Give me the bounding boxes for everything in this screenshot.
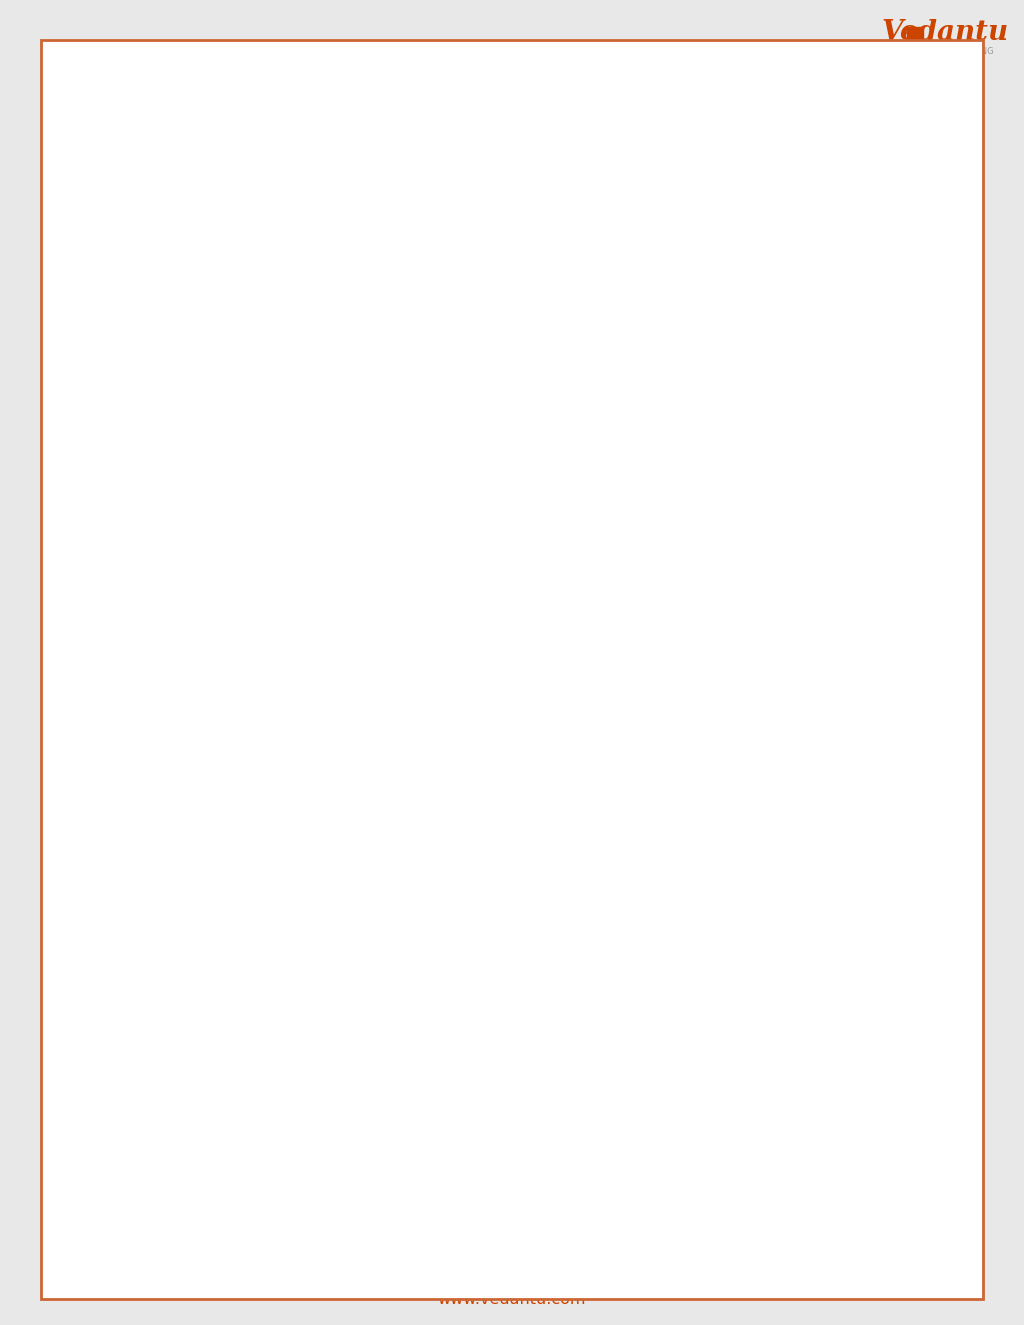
Text: Which of the following compound is incapable of: Which of the following compound is incap… [145,559,678,580]
Text: =O: =O [286,731,309,746]
Text: exhibiting tautomerism: exhibiting tautomerism [145,599,400,621]
Text: CH₃: CH₃ [244,172,266,186]
Text: Br: Br [426,253,440,266]
Text: CH₃: CH₃ [478,172,502,186]
Text: The molecules represented by the above two structures are: The molecules represented by the above t… [145,309,798,331]
Text: (a): (a) [148,643,178,664]
Text: OH: OH [309,224,329,236]
Text: Since the two stereoisomers are not mirror image, they are: Since the two stereoisomers are not mirr… [145,466,796,489]
FancyBboxPatch shape [907,26,923,42]
Ellipse shape [190,166,870,984]
Text: 17.: 17. [88,929,128,951]
Text: C₂H₅: C₂H₅ [476,298,504,311]
Text: H: H [544,253,553,266]
Text: C₂H₅: C₂H₅ [241,298,269,311]
Text: (a) 1          (b) 2          (c) 4          (d) 0: (a) 1 (b) 2 (c) 4 (d) 0 [175,1022,584,1043]
Text: H: H [196,224,205,236]
Text: (c): (c) [148,731,177,754]
Text: The number of possible meso isomers for (A) are: The number of possible meso isomers for … [148,971,682,992]
Text: THE ONLINE TUTORING: THE ONLINE TUTORING [896,46,994,56]
Text: HO: HO [421,224,440,236]
Text: diastereomers.: diastereomers. [145,507,308,529]
Text: H: H [309,253,318,266]
Text: 16.: 16. [88,559,128,580]
Text: Answer: (c): Answer: (c) [88,799,225,822]
Text: H: H [544,224,553,236]
Text: system so it does not get enolized.: system so it does not get enolized. [145,878,521,901]
Text: (d): (d) [449,731,478,754]
Ellipse shape [510,735,890,1215]
Text: Br: Br [191,253,205,266]
Text: =O: =O [497,669,520,684]
Text: decreases.: decreases. [145,126,261,148]
Text: =O: =O [176,670,200,685]
Text: www.vedantu.com: www.vedantu.com [437,1292,587,1308]
Text: Benzoquinone is very stable as it is highly conjugated: Benzoquinone is very stable as it is hig… [145,839,733,861]
Text: =O: =O [570,644,594,659]
Text: O=: O= [201,783,224,799]
Text: Hence, (b) is the correct answer.: Hence, (b) is the correct answer. [145,166,503,188]
Text: charge on the carbocation increases, hence stability: charge on the carbocation increases, hen… [145,86,718,109]
Text: 7: 7 [934,1252,948,1275]
Text: −CH=CH−OH: −CH=CH−OH [562,731,664,746]
Text: 15.: 15. [88,238,128,261]
Text: (b): (b) [449,643,479,664]
Text: =O: =O [252,644,275,659]
Text: epimers: epimers [145,390,232,411]
Text: Compound (A) is formed on treating a benzilwith NaBH₄.: Compound (A) is formed on treating a ben… [148,929,772,951]
Text: (a) identical    (b) enantiomers  (c) diastereomers(d): (a) identical (b) enantiomers (c) diaste… [145,348,715,371]
Text: Vedantu: Vedantu [882,20,1009,46]
Text: Answer: (c): Answer: (c) [88,427,225,449]
